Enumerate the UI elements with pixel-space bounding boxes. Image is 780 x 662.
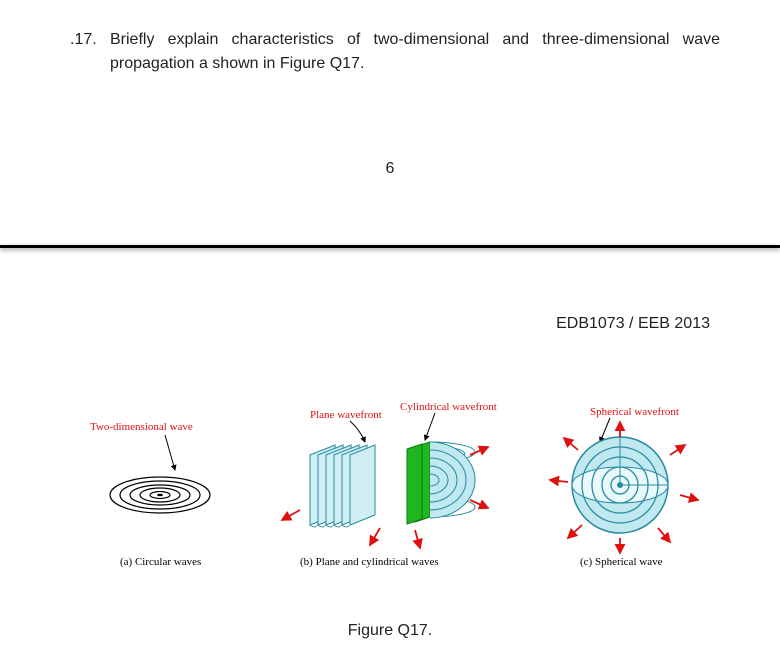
figure-q17: Two-dimensional wave (a) Circular waves … <box>60 400 720 600</box>
caption-b: (b) Plane and cylindrical waves <box>300 556 439 568</box>
figure-caption: Figure Q17. <box>0 622 780 640</box>
question-number: .17. <box>70 28 110 52</box>
label-plane-wf: Plane wavefront <box>310 409 382 421</box>
caption-c: (c) Spherical wave <box>580 556 663 568</box>
label-sph-wf: Spherical wavefront <box>590 406 679 418</box>
course-code: EDB1073 / EEB 2013 <box>556 315 710 333</box>
label-cyl-wf: Cylindrical wavefront <box>400 401 497 413</box>
panel-c: Spherical wavefront <box>550 406 698 568</box>
panel-a: Two-dimensional wave (a) Circular waves <box>90 421 210 568</box>
page-number: 6 <box>0 160 780 178</box>
question-block: .17. Briefly explain characteristics of … <box>70 28 720 76</box>
label-two-dim: Two-dimensional wave <box>90 421 193 433</box>
caption-a: (a) Circular waves <box>120 556 201 568</box>
page-divider <box>0 245 780 248</box>
question-text: Briefly explain characteristics of two-d… <box>110 28 720 76</box>
panel-b: Plane wavefront Cylindrical wavefront <box>282 401 497 568</box>
